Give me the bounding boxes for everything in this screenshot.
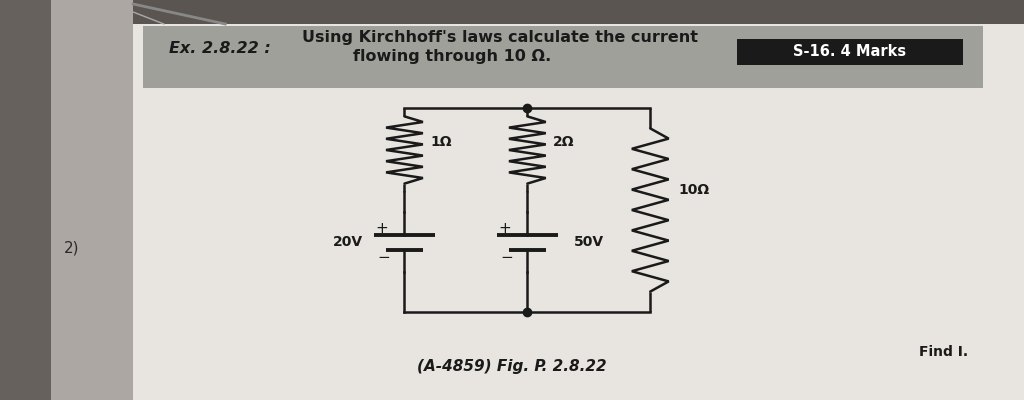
Bar bbox=[143, 26, 983, 88]
Bar bbox=[737, 39, 963, 65]
Text: Find I.: Find I. bbox=[919, 345, 968, 359]
Bar bbox=[51, 0, 133, 400]
Text: −: − bbox=[378, 250, 390, 265]
Text: 2Ω: 2Ω bbox=[553, 135, 574, 149]
Text: 10Ω: 10Ω bbox=[679, 183, 710, 197]
Bar bbox=[0, 0, 51, 400]
Text: Using Kirchhoff's laws calculate the current: Using Kirchhoff's laws calculate the cur… bbox=[302, 30, 698, 45]
Bar bbox=[133, 0, 1024, 400]
Text: +: + bbox=[376, 221, 388, 236]
Text: flowing through 10 Ω.: flowing through 10 Ω. bbox=[353, 49, 552, 64]
Bar bbox=[133, 0, 1024, 24]
Text: +: + bbox=[499, 221, 511, 236]
Text: S-16. 4 Marks: S-16. 4 Marks bbox=[794, 44, 906, 59]
Text: −: − bbox=[501, 250, 513, 265]
Text: 1Ω: 1Ω bbox=[430, 135, 452, 149]
Text: 50V: 50V bbox=[573, 235, 604, 249]
Text: 20V: 20V bbox=[333, 235, 364, 249]
Text: Ex. 2.8.22 :: Ex. 2.8.22 : bbox=[169, 41, 270, 56]
Text: (A-4859) Fig. P. 2.8.22: (A-4859) Fig. P. 2.8.22 bbox=[417, 358, 607, 374]
Text: 2): 2) bbox=[63, 240, 79, 256]
